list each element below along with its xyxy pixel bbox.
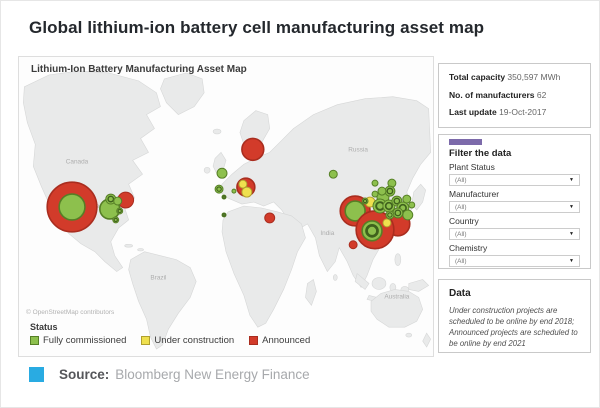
stat-label: Total capacity [449,72,506,82]
filter-box: Filter the data Plant Status (All) ▼ Manufa… [438,134,591,269]
map-bubble-ring [222,195,226,199]
source-text: Bloomberg New Energy Finance [115,367,310,382]
map-bubble-fully-commissioned[interactable] [58,193,86,221]
filter-value: (All) [455,257,467,265]
map-bubble-fully-commissioned[interactable] [344,200,366,222]
map-bubble-ring [362,198,368,204]
stat-value: 19-Oct-2017 [496,107,547,117]
stat-value: 62 [534,89,547,100]
source-label: Source: [59,367,110,382]
legend-swatch-fully-commissioned [30,336,39,345]
map-bubble-fully-commissioned[interactable] [371,190,379,198]
legend-swatch-under-construction [141,336,151,345]
filter-title: Filter the data [449,148,512,159]
filter-value: (All) [455,230,467,238]
map-attribution: © OpenStreetMap contributors [26,309,115,316]
map-bubble-ring [117,208,122,214]
map-bubble-fully-commissioned[interactable] [402,194,412,204]
filter-label-chemistry: Chemistry [449,243,488,253]
chevron-down-icon: ▼ [569,257,574,264]
map-bubble-ring [365,223,379,238]
source-brand-icon [29,367,44,382]
legend-label: Under construction [154,335,235,346]
map-panel: Lithium-Ion Battery Manufacturing Asset … [18,56,434,357]
country-label: Brazil [150,275,166,282]
legend-swatch-announced [249,336,259,345]
stat-value: 350,597 MWh [505,72,561,82]
map-bubble-announced[interactable] [241,137,265,162]
legend-title: Status [30,322,58,332]
map-bubble-ring [107,195,115,203]
stat-label: No. of manufacturers [449,89,535,100]
data-note-body: Under construction projects are schedule… [449,306,578,349]
map-bubble-under-construction[interactable] [238,179,248,189]
filter-dropdown-chemistry[interactable]: (All) ▼ [449,255,580,267]
map-bubble-ring [222,213,226,217]
legend-item-under-construction[interactable]: Under construction [141,335,234,346]
map-bubble-fully-commissioned[interactable] [361,220,383,242]
page-title: Global lithium-ion battery cell manufact… [29,18,485,37]
filter-value: (All) [455,176,467,184]
map-bubble-fully-commissioned[interactable] [214,184,224,194]
map-bubble-under-construction[interactable] [241,186,253,198]
map-bubble-fully-commissioned[interactable] [231,188,237,194]
country-label: Australia [384,293,409,300]
map-bubble-ring [393,197,401,205]
map-bubble-fully-commissioned[interactable] [371,179,379,187]
map-title: Lithium-Ion Battery Manufacturing Asset … [31,64,247,75]
data-note-box: Data Under construction projects are sch… [438,279,591,353]
chevron-down-icon: ▼ [569,203,574,210]
map-bubble-ring [387,212,393,218]
map-bubble-fully-commissioned[interactable] [385,210,395,220]
map-bubble-under-construction[interactable] [382,218,392,228]
stat-row: Last update 19-Oct-2017 [449,107,580,117]
map-bubble-ring [113,217,118,223]
legend-item-fully-commissioned[interactable]: Fully commissioned [30,335,126,346]
filter-accent-bar [449,139,482,145]
country-label: Canada [66,158,89,165]
map-bubble-fully-commissioned[interactable] [328,169,338,179]
filter-label-manufacturer: Manufacturer [449,189,500,199]
stat-row: No. of manufacturers 62 [449,90,580,100]
stat-row: Total capacity 350,597 MWh [449,72,580,82]
filter-dropdown-manufacturer[interactable]: (All) ▼ [449,201,580,213]
legend-item-announced[interactable]: Announced [249,335,310,346]
legend-label: Announced [262,335,311,346]
map-bubble-ring [394,209,402,217]
filter-value: (All) [455,203,467,211]
world-map: CanadaUnited StatesRussiaIndiaBrazilAust… [23,70,431,350]
country-label: Russia [348,146,368,153]
map-bubble-announced[interactable] [348,240,358,250]
filter-label-plant-status: Plant Status [449,162,495,172]
filter-dropdown-plant-status[interactable]: (All) ▼ [449,174,580,186]
filter-dropdown-country[interactable]: (All) ▼ [449,228,580,240]
country-label: India [320,230,334,237]
map-bubble-fully-commissioned[interactable] [408,201,416,209]
map-bubble-fully-commissioned[interactable] [216,167,228,179]
map-bubble-fully-commissioned[interactable] [402,209,414,221]
map-bubble-fully-commissioned[interactable] [392,207,404,219]
chevron-down-icon: ▼ [569,176,574,183]
summary-stats-box: Total capacity 350,597 MWh No. of manufac… [438,63,591,128]
source-row: Source: Bloomberg New Energy Finance [29,367,310,382]
asset-bubbles [46,137,416,250]
map-bubble-fully-commissioned[interactable] [377,186,387,196]
status-legend: Status Fully commissioned Under construct… [30,322,310,346]
map-bubble-ring [216,186,222,192]
legend-label: Fully commissioned [43,335,127,346]
filter-label-country: Country [449,216,479,226]
map-bubble-announced[interactable] [264,212,276,224]
legend-items: Fully commissioned Under construction Anno… [30,335,310,346]
map-bubble-ring [384,201,394,211]
data-note-title: Data [449,288,471,299]
map-bubble-ring [386,187,394,195]
stat-label: Last update [449,107,497,117]
map-bubble-fully-commissioned[interactable] [113,196,123,206]
chevron-down-icon: ▼ [569,230,574,237]
